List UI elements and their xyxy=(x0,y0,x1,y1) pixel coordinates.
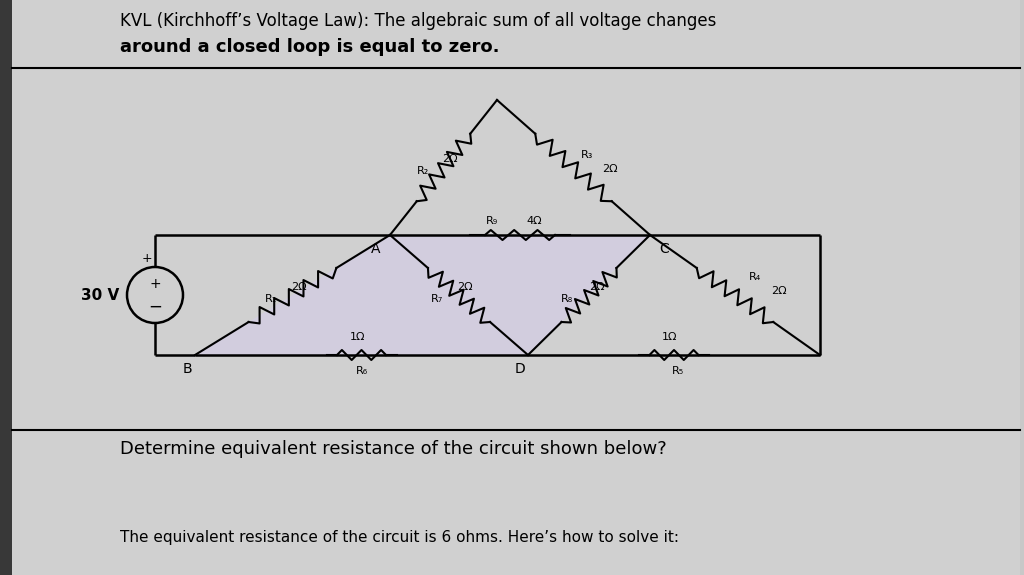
Text: A: A xyxy=(372,242,381,256)
Text: R₁: R₁ xyxy=(264,294,276,304)
Text: C: C xyxy=(659,242,669,256)
Text: −: − xyxy=(148,297,162,315)
Text: D: D xyxy=(515,362,525,376)
Text: 2Ω: 2Ω xyxy=(291,282,306,292)
Text: B: B xyxy=(182,362,191,376)
Text: R₃: R₃ xyxy=(582,151,594,160)
Text: 1Ω: 1Ω xyxy=(663,332,678,342)
Text: R₄: R₄ xyxy=(749,272,761,282)
Text: 1Ω: 1Ω xyxy=(350,332,366,342)
Text: R₈: R₈ xyxy=(561,294,573,304)
Text: R₆: R₆ xyxy=(355,366,368,376)
Text: R₅: R₅ xyxy=(672,366,684,376)
Text: R₉: R₉ xyxy=(485,216,498,226)
Text: R₇: R₇ xyxy=(431,294,443,304)
Bar xyxy=(0,0,12,575)
Text: 2Ω: 2Ω xyxy=(771,286,786,296)
Polygon shape xyxy=(195,235,528,355)
Text: +: + xyxy=(141,252,153,266)
Text: Determine equivalent resistance of the circuit shown below?: Determine equivalent resistance of the c… xyxy=(120,440,667,458)
Polygon shape xyxy=(390,235,650,355)
Text: around a closed loop is equal to zero.: around a closed loop is equal to zero. xyxy=(120,38,500,56)
Text: 4Ω: 4Ω xyxy=(526,216,542,226)
Text: 30 V: 30 V xyxy=(81,288,119,302)
Text: 2Ω: 2Ω xyxy=(457,282,473,292)
Text: +: + xyxy=(150,277,161,291)
Text: 2Ω: 2Ω xyxy=(441,155,458,164)
Text: The equivalent resistance of the circuit is 6 ohms. Here’s how to solve it:: The equivalent resistance of the circuit… xyxy=(120,530,679,545)
Text: 2Ω: 2Ω xyxy=(589,282,605,292)
Text: R₂: R₂ xyxy=(418,167,430,177)
Text: KVL (Kirchhoff’s Voltage Law): The algebraic sum of all voltage changes: KVL (Kirchhoff’s Voltage Law): The algeb… xyxy=(120,12,717,30)
Text: 2Ω: 2Ω xyxy=(602,164,617,174)
